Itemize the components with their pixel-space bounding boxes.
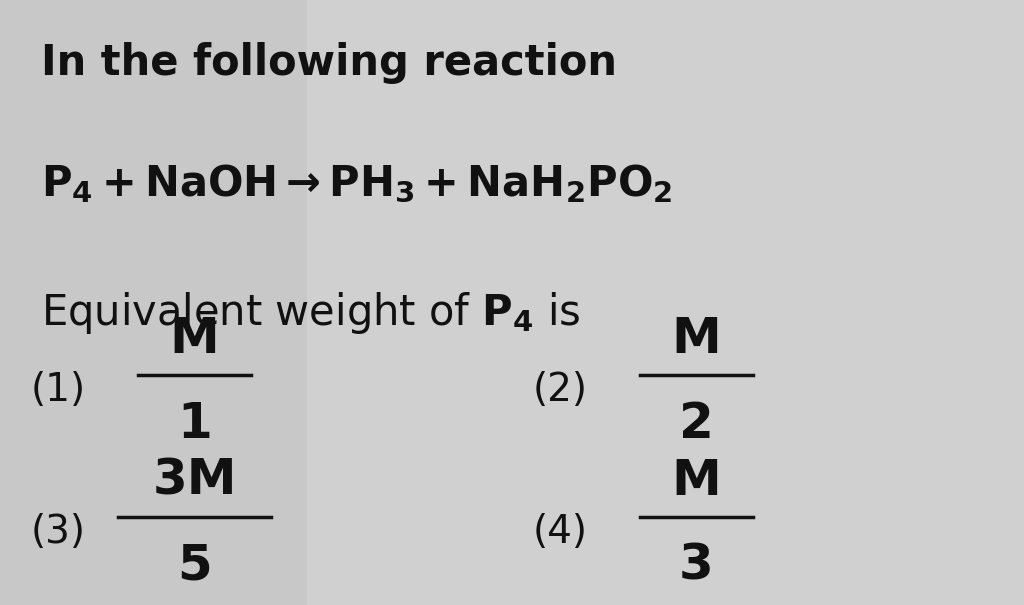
Text: $\mathbf{P_4 + NaOH \rightarrow PH_3 + NaH_2PO_2}$: $\mathbf{P_4 + NaOH \rightarrow PH_3 + N… bbox=[41, 163, 673, 206]
Text: 1: 1 bbox=[177, 399, 212, 448]
Text: M: M bbox=[672, 457, 721, 505]
Text: (4): (4) bbox=[532, 514, 588, 551]
Text: 3: 3 bbox=[679, 541, 714, 590]
Text: 2: 2 bbox=[679, 399, 714, 448]
Text: M: M bbox=[672, 315, 721, 363]
Text: 3M: 3M bbox=[153, 457, 237, 505]
Bar bbox=[307, 0, 1024, 605]
Text: (3): (3) bbox=[31, 514, 86, 551]
Text: (1): (1) bbox=[31, 371, 86, 409]
Text: M: M bbox=[170, 315, 219, 363]
Text: Equivalent weight of $\mathbf{P_4}$ is: Equivalent weight of $\mathbf{P_4}$ is bbox=[41, 290, 581, 336]
Text: In the following reaction: In the following reaction bbox=[41, 42, 616, 84]
Text: 5: 5 bbox=[177, 541, 212, 590]
Text: (2): (2) bbox=[532, 371, 588, 409]
